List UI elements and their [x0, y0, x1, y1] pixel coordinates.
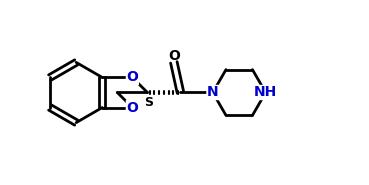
Text: O: O	[168, 49, 180, 63]
Text: N: N	[207, 85, 218, 100]
Text: O: O	[127, 70, 138, 84]
Text: NH: NH	[254, 85, 277, 100]
Text: O: O	[127, 101, 138, 115]
Text: S: S	[144, 96, 153, 109]
